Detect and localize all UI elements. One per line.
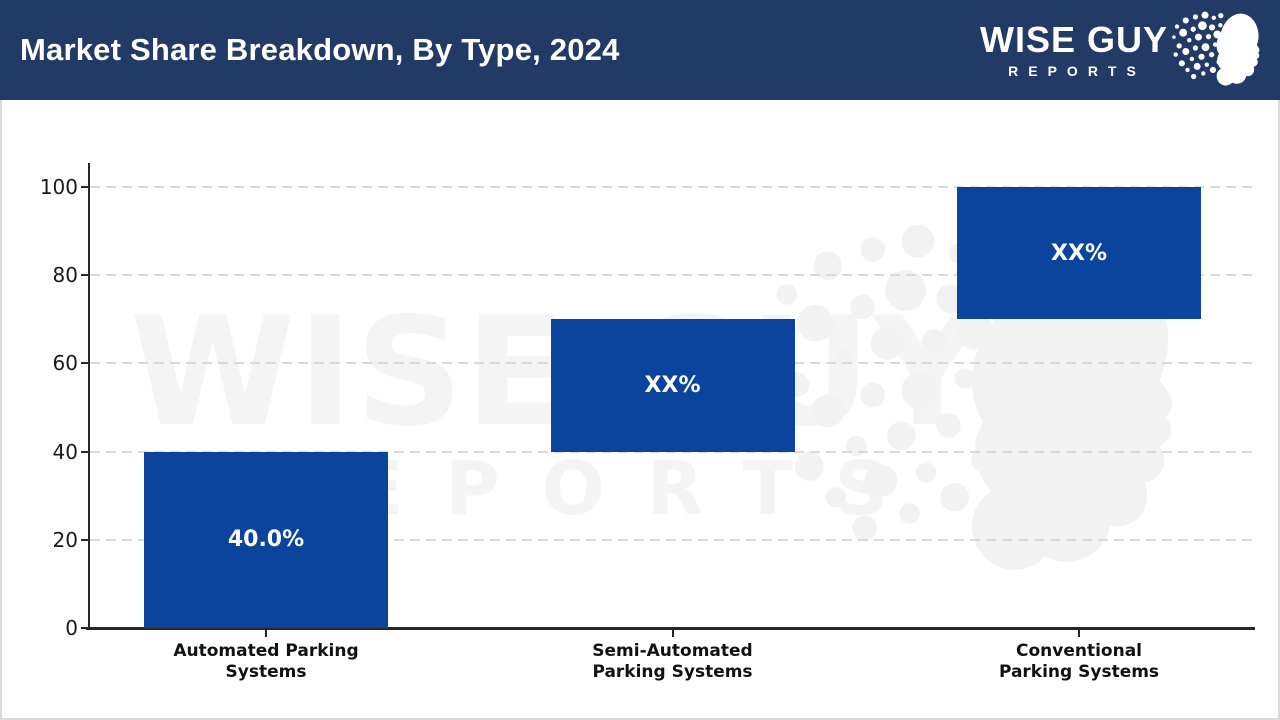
page-title: Market Share Breakdown, By Type, 2024 — [20, 32, 620, 67]
gridline-100 — [90, 186, 1255, 188]
logo-face-icon — [1170, 8, 1262, 92]
x-category-label: Semi-Automated Parking Systems — [592, 641, 753, 682]
logo-subtitle: REPORTS — [1008, 63, 1146, 79]
x-category-label: Automated Parking Systems — [173, 641, 359, 682]
x-tick-1 — [671, 629, 674, 637]
y-tick-label-80: 80 — [52, 263, 78, 288]
y-tick-60 — [81, 362, 89, 365]
gridline-20 — [90, 538, 1255, 541]
logo-wordmark: WISE GUY — [979, 19, 1168, 60]
gridline-80 — [90, 274, 1255, 277]
y-tick-label-20: 20 — [52, 527, 78, 552]
x-category-label: Conventional Parking Systems — [998, 641, 1160, 682]
bar-value-label: XX% — [644, 372, 701, 398]
y-tick-20 — [81, 538, 89, 541]
x-axis-line — [86, 627, 1255, 630]
y-tick-40 — [81, 450, 89, 453]
y-tick-label-0: 0 — [65, 616, 78, 640]
y-tick-100 — [81, 186, 89, 188]
x-tick-0 — [265, 629, 267, 637]
y-axis-line — [88, 163, 90, 630]
chart-bars-layer: 40.0% XX% XX% — [2, 100, 1278, 718]
bar-value-label: XX% — [1051, 240, 1107, 266]
bar-segment: 40.0% — [144, 451, 388, 628]
gridline-40 — [90, 450, 1255, 453]
logo-text: WISE GUY REPORTS — [979, 19, 1168, 79]
chart-canvas: WISE GUY REPORTS 0 20 40 60 80 100 Automated P… — [0, 100, 1280, 720]
y-tick-label-100: 100 — [39, 175, 78, 199]
header-bar: Market Share Breakdown, By Type, 2024 WI… — [0, 0, 1280, 100]
wise-guy-reports-logo: WISE GUY REPORTS — [980, 8, 1262, 92]
bar-value-label: 40.0% — [227, 527, 305, 553]
y-tick-80 — [81, 274, 89, 277]
bar-segment: XX% — [550, 319, 795, 452]
y-tick-label-60: 60 — [52, 351, 78, 376]
y-tick-label-40: 40 — [52, 439, 78, 464]
bar-segment: XX% — [957, 187, 1201, 320]
x-tick-2 — [1078, 629, 1080, 637]
y-tick-0 — [81, 627, 89, 629]
